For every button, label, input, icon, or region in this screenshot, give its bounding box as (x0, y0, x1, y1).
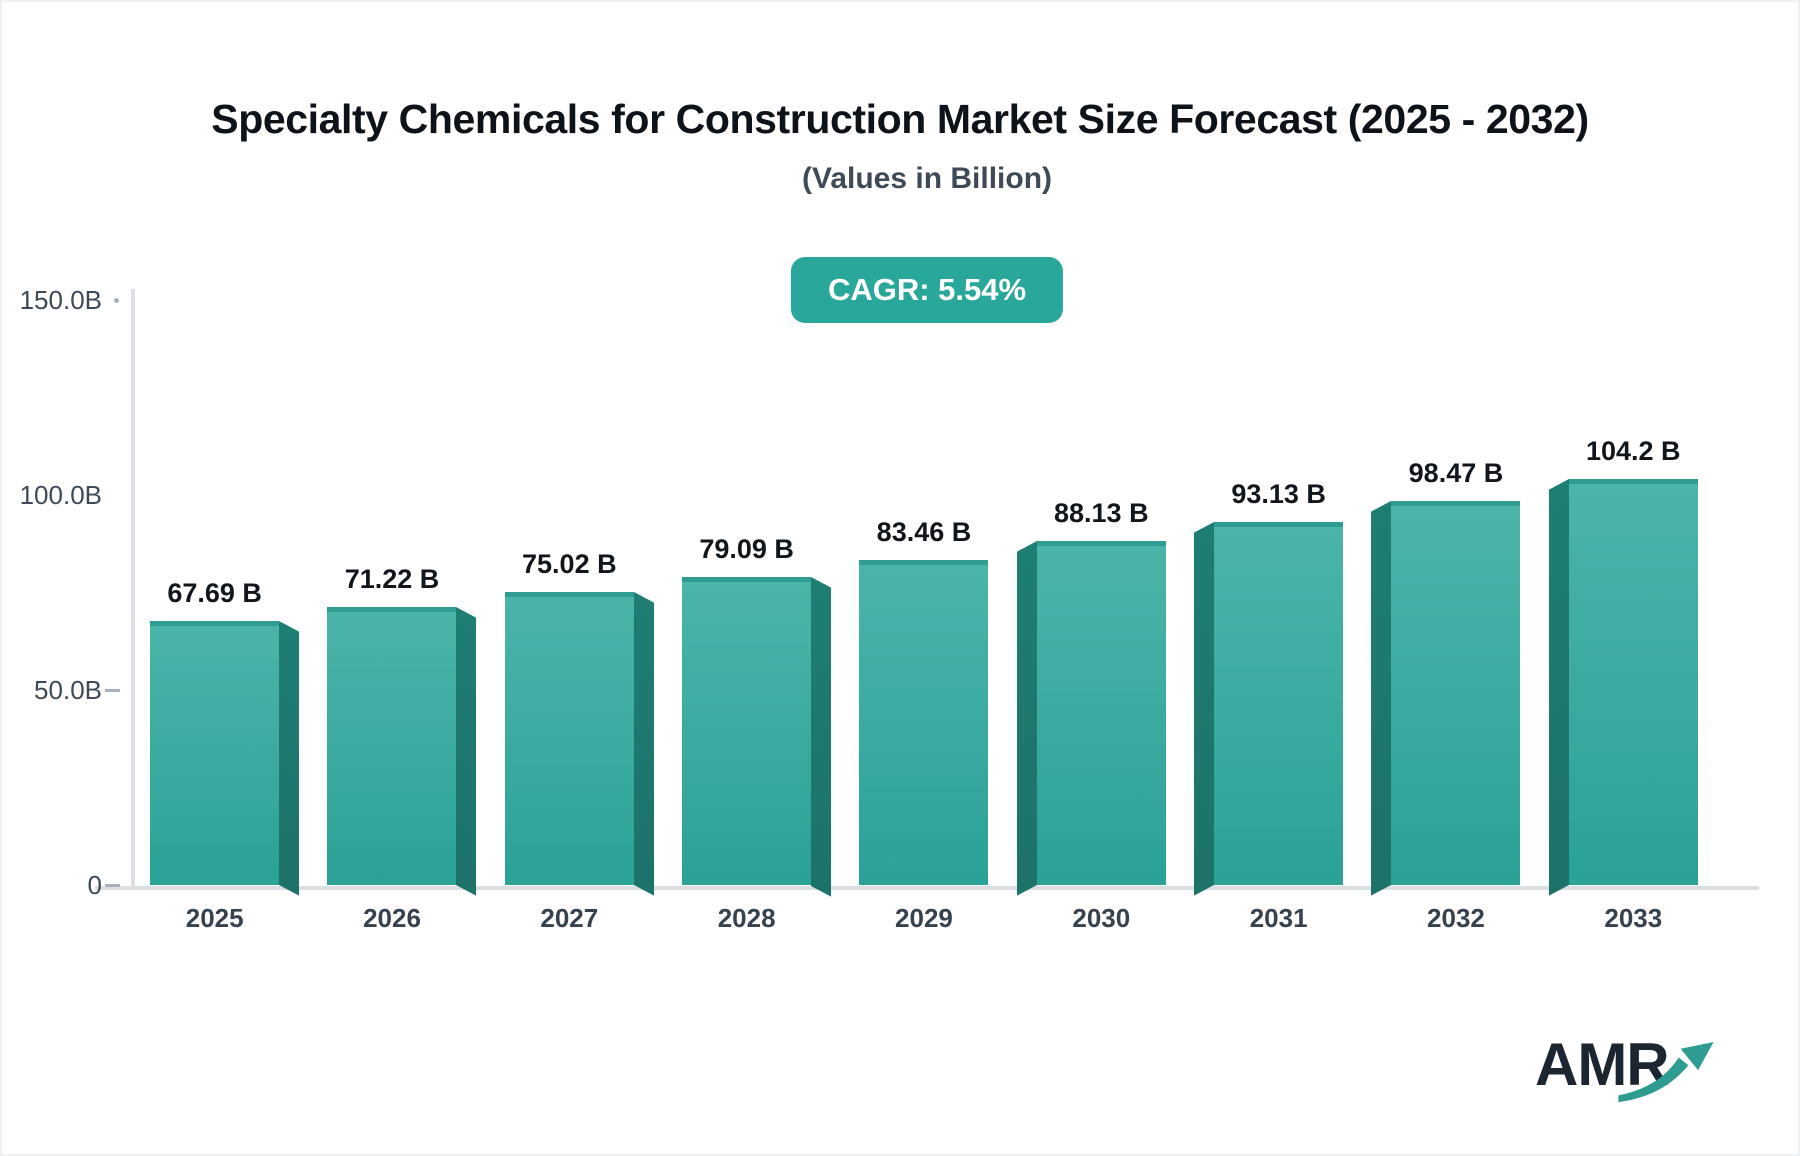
x-tick-label: 2028 (717, 903, 776, 933)
y-tick-label: 150.0B (19, 285, 102, 315)
bar-2025[interactable]: 67.69 B (150, 578, 300, 896)
x-tick-label: 2033 (1604, 903, 1663, 933)
chart-subtitle: (Values in Billion) (801, 162, 1053, 195)
x-tick-label: 2026 (363, 903, 421, 933)
growth-arrow-icon (1618, 1041, 1714, 1103)
y-tick-mark (114, 298, 119, 303)
bar-slot: 67.69 B 2025 (126, 300, 303, 933)
bar-2027[interactable]: 75.02 B (504, 549, 654, 896)
amr-logo: AMR (1535, 1034, 1725, 1114)
bar-side-face (1016, 541, 1037, 896)
bar-2029[interactable]: 83.46 B (859, 517, 989, 885)
x-tick-label: 2029 (895, 903, 953, 933)
plot-area: 67.69 B 2025 71.22 B 2026 75.02 B 2027 79.09 B… (126, 300, 1722, 933)
y-tick-label: 100.0B (19, 480, 102, 510)
bar-side-face (456, 607, 477, 896)
bar-2026[interactable]: 71.22 B (327, 564, 477, 896)
y-tick-label: 0 (87, 870, 102, 900)
bar-value-label: 98.47 B (1408, 458, 1504, 488)
bar-slot: 88.13 B 2030 (1013, 300, 1190, 933)
bar-side-face (633, 592, 654, 896)
y-tick-label: 50.0B (34, 675, 102, 705)
bar-slot: 83.46 B 2029 (835, 300, 1012, 933)
bar-slot: 98.47 B 2032 (1367, 300, 1544, 933)
x-tick-label: 2027 (540, 903, 599, 933)
y-tick-mark (105, 689, 120, 692)
bar-value-label: 79.09 B (699, 533, 794, 564)
bar-slot: 79.09 B 2028 (658, 300, 835, 933)
x-tick-label: 2031 (1249, 903, 1308, 933)
amr-logo-text: AMR (1535, 1031, 1670, 1098)
y-tick-mark (105, 884, 120, 887)
chart-title: Specialty Chemicals for Construction Mar… (211, 96, 1589, 142)
bar-2030[interactable]: 88.13 B (1016, 498, 1166, 896)
bar-2033[interactable]: 104.2 B (1548, 436, 1698, 896)
bar-2031[interactable]: 93.13 B (1194, 479, 1344, 896)
bar-value-label: 88.13 B (1054, 498, 1149, 529)
x-tick-label: 2025 (185, 903, 244, 933)
x-tick-label: 2032 (1427, 903, 1485, 933)
bar-value-label: 75.02 B (522, 549, 617, 580)
bar-value-label: 104.2 B (1585, 435, 1681, 466)
x-tick-label: 2030 (1072, 903, 1131, 933)
bar-2032[interactable]: 98.47 B (1371, 458, 1521, 896)
bar-slot: 71.22 B 2026 (303, 300, 480, 933)
bar-side-face (1548, 478, 1569, 896)
bar-slot: 104.2 B 2033 (1545, 300, 1722, 933)
bar-2028[interactable]: 79.09 B (682, 534, 832, 896)
bar-slot: 93.13 B 2031 (1190, 300, 1367, 933)
y-axis-line (131, 289, 135, 890)
x-axis-line (95, 886, 1759, 890)
bar-value-label: 83.46 B (876, 516, 972, 547)
bar-side-face (1194, 521, 1215, 896)
bar-side-face (1371, 501, 1392, 896)
bar-value-label: 93.13 B (1231, 478, 1326, 509)
bar-value-label: 71.22 B (344, 564, 440, 595)
bar-slot: 75.02 B 2027 (481, 300, 658, 933)
bar-side-face (811, 576, 832, 896)
bar-side-face (279, 621, 300, 896)
bar-value-label: 67.69 B (167, 578, 262, 608)
cagr-badge: CAGR: 5.54% (790, 257, 1064, 323)
